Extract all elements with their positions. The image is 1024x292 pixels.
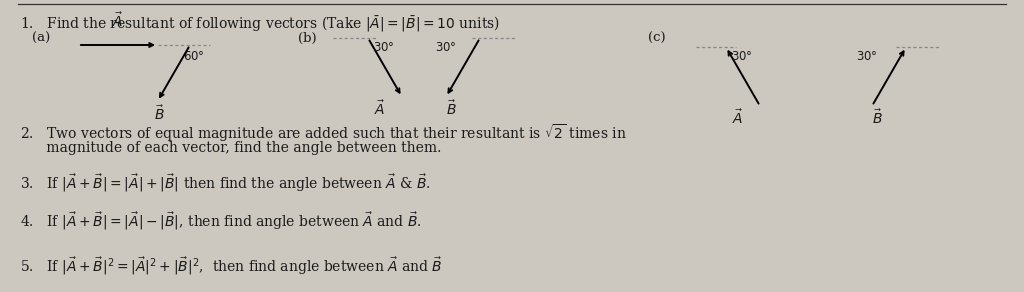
- Text: (b): (b): [298, 32, 316, 45]
- Text: (a): (a): [32, 32, 50, 45]
- Text: $\vec{A}$: $\vec{A}$: [113, 11, 124, 30]
- Text: 1.   Find the resultant of following vectors (Take $|\bar{A}|$$=$$|\bar{B}|$$=10: 1. Find the resultant of following vecto…: [20, 14, 500, 34]
- Text: (c): (c): [648, 32, 666, 45]
- Text: 3.   If $|\vec{A}+\vec{B}|=|\vec{A}|+|\vec{B}|$ then find the angle between $\ve: 3. If $|\vec{A}+\vec{B}|=|\vec{A}|+|\vec…: [20, 172, 431, 194]
- Text: $\vec{A}$: $\vec{A}$: [732, 108, 743, 127]
- Text: $60°$: $60°$: [183, 50, 205, 63]
- Text: $30°$: $30°$: [435, 41, 457, 54]
- Text: $\vec{B}$: $\vec{B}$: [445, 99, 457, 117]
- Text: $30°$: $30°$: [731, 50, 753, 63]
- Text: $\vec{B}$: $\vec{B}$: [155, 104, 165, 123]
- Text: 2.   Two vectors of equal magnitude are added such that their resultant is $\sqr: 2. Two vectors of equal magnitude are ad…: [20, 122, 627, 144]
- Text: $\vec{A}$: $\vec{A}$: [375, 99, 386, 117]
- Text: $30°$: $30°$: [373, 41, 394, 54]
- Text: magnitude of each vector, find the angle between them.: magnitude of each vector, find the angle…: [20, 141, 441, 155]
- Text: 4.   If $|\vec{A}+\vec{B}|=|\vec{A}|-|\vec{B}|$, then find angle between $\vec{A: 4. If $|\vec{A}+\vec{B}|=|\vec{A}|-|\vec…: [20, 210, 422, 232]
- Text: $30°$: $30°$: [856, 50, 878, 63]
- Text: $\vec{B}$: $\vec{B}$: [871, 108, 883, 127]
- Text: 5.   If $|\vec{A}+\vec{B}|^2=|\vec{A}|^2+|\vec{B}|^2$,  then find angle between : 5. If $|\vec{A}+\vec{B}|^2=|\vec{A}|^2+|…: [20, 255, 442, 277]
